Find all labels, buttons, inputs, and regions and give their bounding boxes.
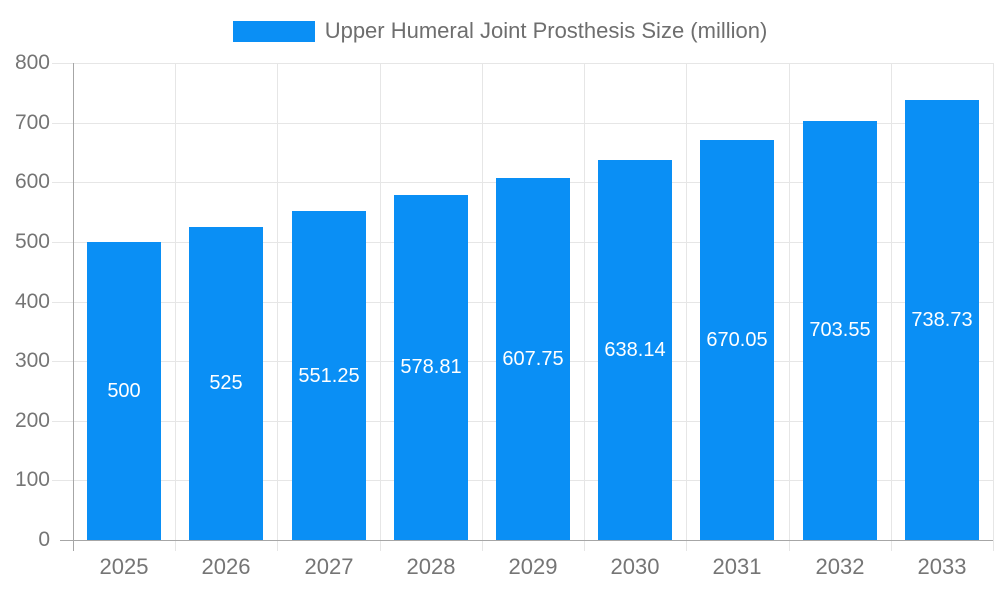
bar[interactable] — [87, 242, 161, 540]
x-tick-label: 2031 — [712, 554, 762, 579]
chart-legend: Upper Humeral Joint Prosthesis Size (mil… — [0, 18, 1000, 44]
x-axis-tick — [380, 540, 381, 551]
x-gridline — [277, 63, 278, 540]
x-tick-label: 2030 — [610, 554, 660, 579]
y-gridline — [74, 123, 993, 124]
x-gridline — [584, 63, 585, 540]
y-axis-tick — [52, 63, 73, 64]
legend-item[interactable]: Upper Humeral Joint Prosthesis Size (mil… — [232, 18, 768, 44]
x-gridline — [891, 63, 892, 540]
bar[interactable] — [803, 121, 877, 540]
y-tick-label: 800 — [14, 51, 50, 74]
x-axis-tick — [891, 540, 892, 551]
y-axis-tick — [52, 302, 73, 303]
y-axis-tick — [52, 123, 73, 124]
y-tick-label: 400 — [14, 290, 50, 313]
x-gridline — [482, 63, 483, 540]
y-tick-label: 500 — [14, 230, 50, 253]
x-axis-tick — [789, 540, 790, 551]
y-axis-tick — [52, 361, 73, 362]
y-tick-label: 200 — [14, 409, 50, 432]
legend-series-label: Upper Humeral Joint Prosthesis Size (mil… — [324, 18, 768, 43]
x-tick-label: 2029 — [508, 554, 558, 579]
y-axis-line — [73, 63, 74, 551]
y-axis-tick — [52, 242, 73, 243]
y-tick-label: 100 — [14, 468, 50, 491]
x-gridline — [686, 63, 687, 540]
bar[interactable] — [700, 140, 774, 540]
x-gridline — [380, 63, 381, 540]
x-tick-label: 2025 — [99, 554, 149, 579]
x-axis-line — [60, 540, 993, 541]
y-axis-tick — [52, 480, 73, 481]
bar[interactable] — [496, 178, 570, 540]
x-axis-tick — [584, 540, 585, 551]
x-axis-tick — [993, 540, 994, 551]
y-tick-label: 300 — [14, 349, 50, 372]
bar[interactable] — [394, 195, 468, 540]
x-tick-label: 2028 — [406, 554, 456, 579]
x-gridline — [993, 63, 994, 540]
bar[interactable] — [905, 100, 979, 540]
x-axis-tick — [175, 540, 176, 551]
x-tick-label: 2032 — [815, 554, 865, 579]
bar[interactable] — [598, 160, 672, 540]
bar[interactable] — [292, 211, 366, 540]
y-axis-tick — [52, 421, 73, 422]
y-tick-label: 600 — [14, 170, 50, 193]
x-axis-tick — [686, 540, 687, 551]
x-gridline — [175, 63, 176, 540]
x-gridline — [789, 63, 790, 540]
y-gridline — [74, 63, 993, 64]
y-tick-label: 700 — [14, 111, 50, 134]
y-tick-label: 0 — [38, 528, 50, 551]
x-tick-label: 2033 — [917, 554, 967, 579]
legend-swatch-icon — [232, 20, 315, 42]
x-axis-tick — [482, 540, 483, 551]
y-axis-tick — [52, 182, 73, 183]
x-tick-label: 2026 — [201, 554, 251, 579]
x-axis-tick — [277, 540, 278, 551]
bar[interactable] — [189, 227, 263, 540]
x-tick-label: 2027 — [304, 554, 354, 579]
